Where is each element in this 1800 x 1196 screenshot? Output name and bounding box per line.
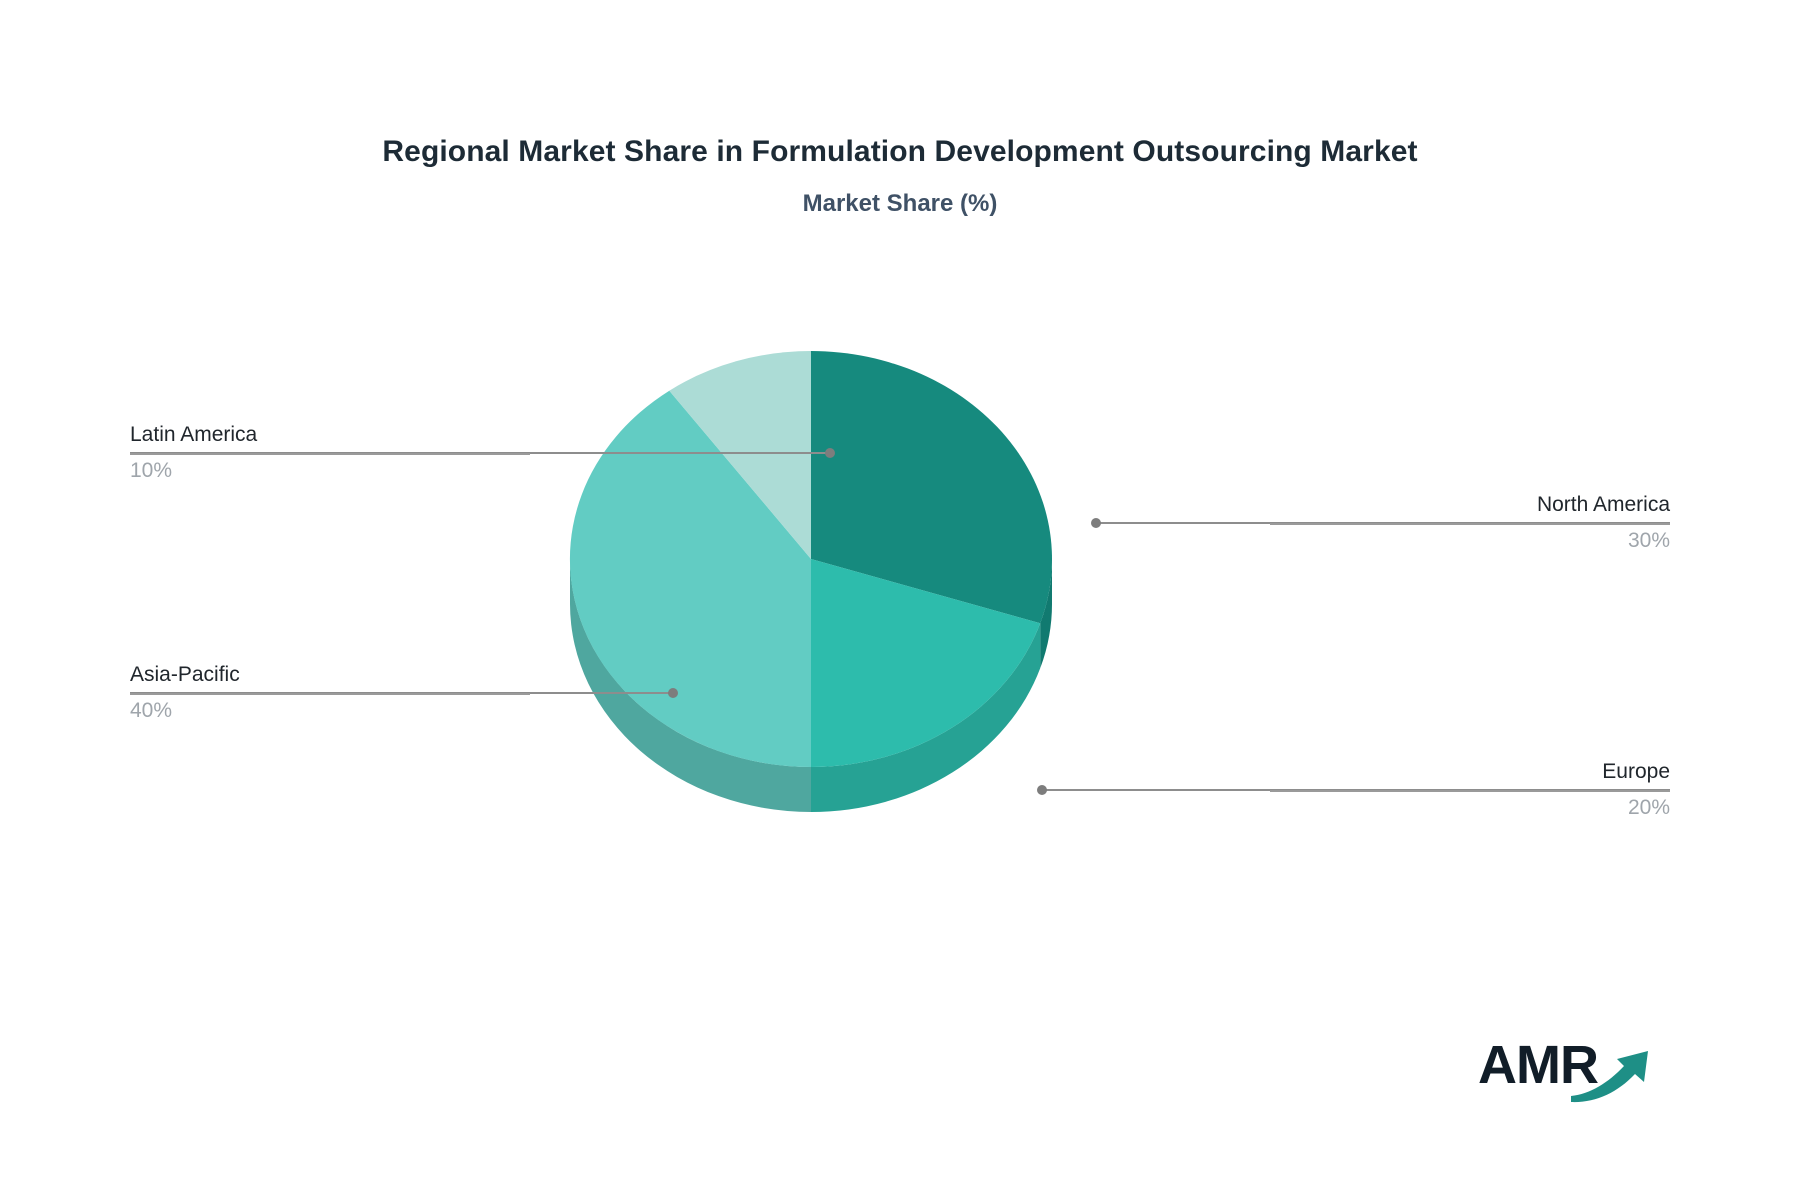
pie-side-asia-pacific: [570, 559, 811, 812]
callout-value-north-america: 30%: [1627, 529, 1670, 552]
growth-arrow-icon: [1571, 1051, 1648, 1103]
pie-depth-group: [570, 559, 1052, 812]
chart-subtitle: Market Share (%): [802, 190, 998, 217]
leader-dot-europe: [1037, 785, 1047, 795]
callout-label-north-america: North America: [1536, 493, 1670, 516]
page-title: Regional Market Share in Formulation Dev…: [382, 135, 1418, 168]
amr-logo-text: AMR: [1478, 1035, 1599, 1095]
callout-label-asia-pacific: Asia-Pacific: [130, 663, 240, 686]
callout-value-latin-america: 10%: [130, 459, 173, 482]
pie-slice-north-america[interactable]: [811, 351, 1053, 624]
callout-latin-america[interactable]: Latin America 10%: [130, 422, 530, 484]
callout-label-europe: Europe: [1602, 760, 1670, 783]
callout-asia-pacific[interactable]: Asia-Pacific 40%: [130, 662, 530, 724]
leader-dot-asia-pacific: [668, 688, 678, 698]
pie-slice-asia-pacific[interactable]: [569, 390, 811, 767]
callout-value-asia-pacific: 40%: [130, 699, 173, 722]
amr-logo: AMR: [1478, 1030, 1678, 1110]
callout-value-europe: 20%: [1627, 796, 1670, 819]
callout-rule-north-america: [1270, 523, 1670, 525]
pie-side-europe: [811, 623, 1041, 812]
pie-slice-europe[interactable]: [811, 559, 1041, 767]
leader-dot-latin-america: [825, 448, 835, 458]
callout-rule-europe: [1270, 790, 1670, 792]
callout-north-america[interactable]: North America 30%: [1270, 492, 1670, 554]
pie-slice-latin-america[interactable]: [669, 351, 811, 559]
callout-europe[interactable]: Europe 20%: [1270, 759, 1670, 821]
pie-slices-group: [569, 351, 1053, 767]
leader-dots-group: [668, 448, 1101, 795]
callout-label-latin-america: Latin America: [130, 423, 258, 446]
pie-side-north-america: [1040, 559, 1052, 669]
leader-dot-north-america: [1091, 518, 1101, 528]
callout-rule-asia-pacific: [130, 693, 530, 695]
callout-rule-latin-america: [130, 453, 530, 455]
